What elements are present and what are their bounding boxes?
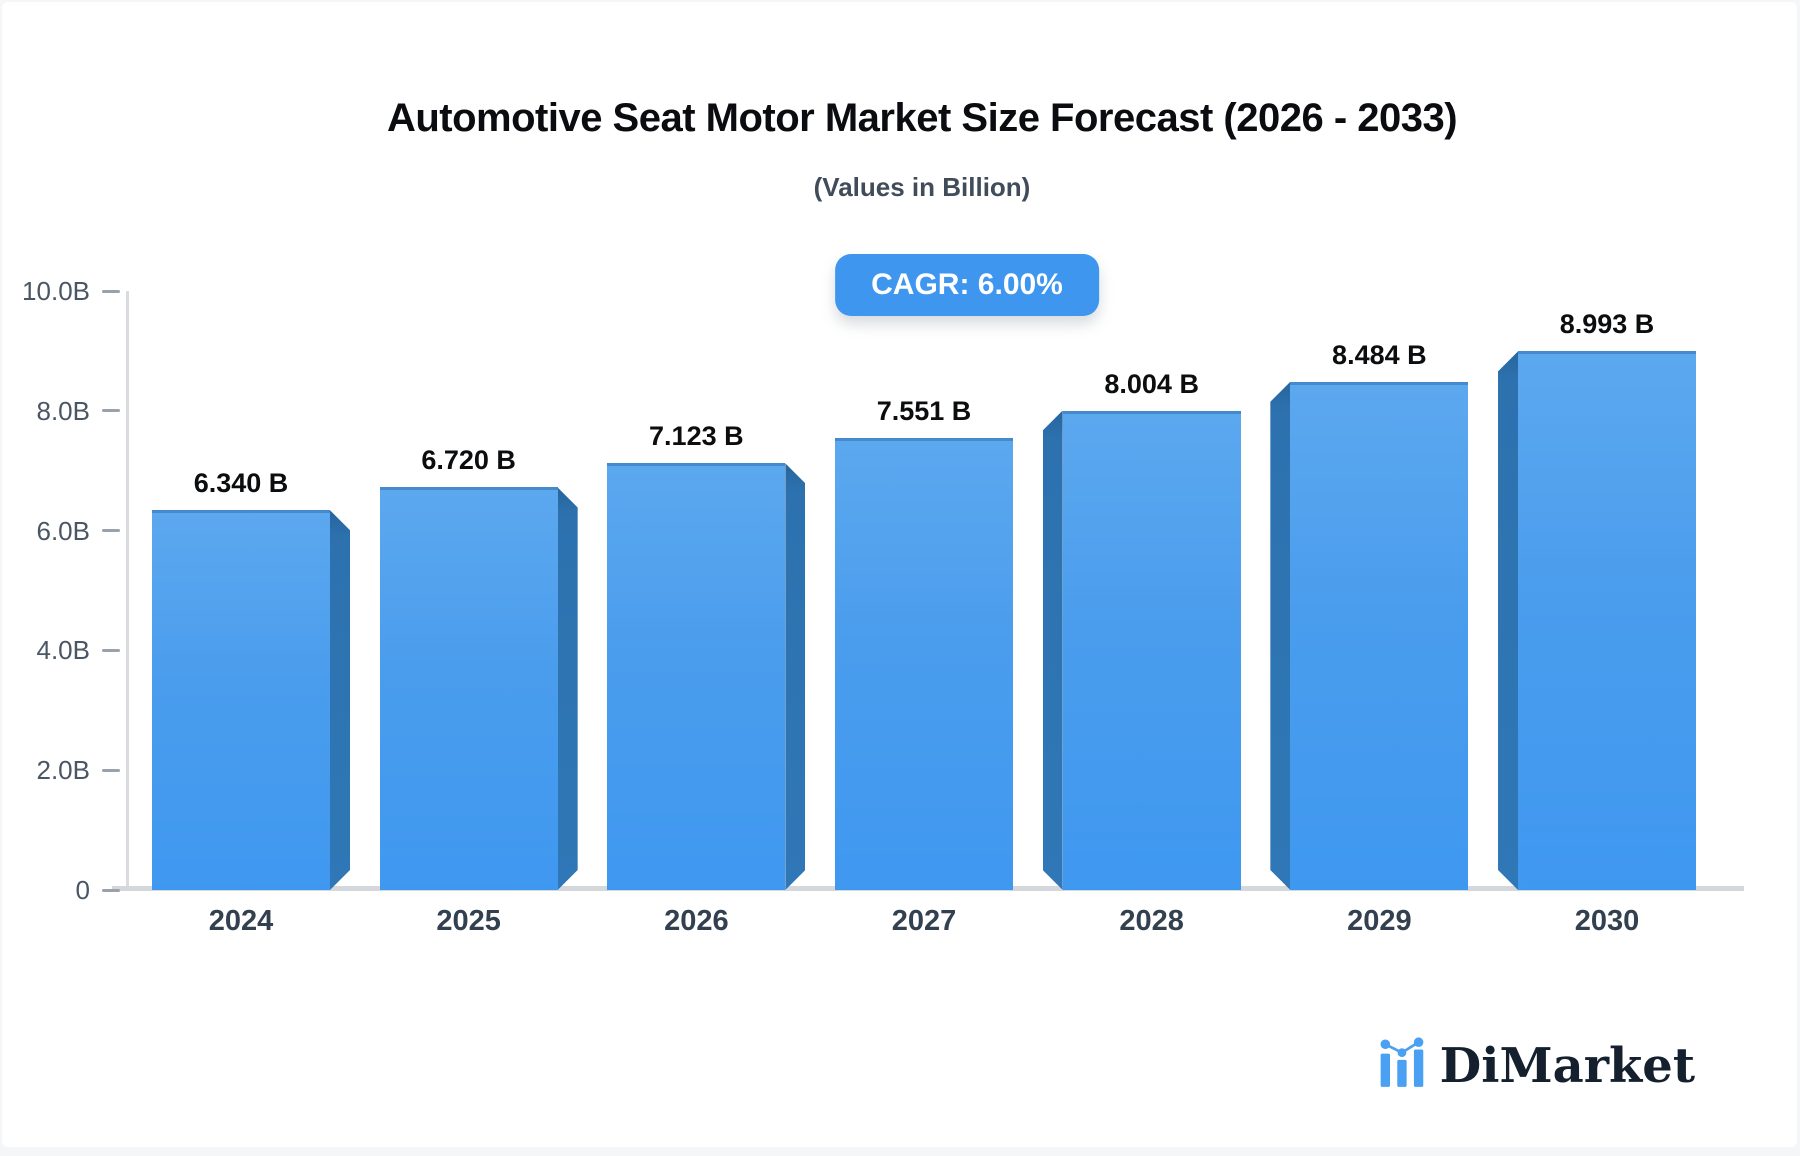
y-tick-label: 4.0B: [36, 635, 91, 666]
bar-3d-side: [330, 510, 350, 890]
x-tick-label-2027: 2027: [891, 905, 957, 937]
bar-face: [835, 437, 1013, 890]
chart-subtitle: (Values in Billion): [813, 172, 1031, 202]
bar-2029[interactable]: [1290, 381, 1469, 890]
y-tick-dash: [102, 529, 120, 533]
bar-3d-side: [1498, 351, 1518, 890]
bar-3d-side: [1270, 382, 1290, 890]
bar-2030[interactable]: [1518, 351, 1697, 890]
bar-value-label: 7.551 B: [876, 395, 972, 426]
bar-value-label: 8.993 B: [1559, 309, 1655, 340]
y-tick-dash: [102, 888, 120, 892]
x-tick-label-2024: 2024: [208, 905, 274, 937]
bar-3d-side: [558, 487, 578, 890]
chart-title: Automotive Seat Motor Market Size Foreca…: [386, 96, 1458, 140]
y-tick-dash: [102, 768, 120, 772]
y-tick-label: 2.0B: [36, 755, 91, 786]
bar-chart-trend-icon: [1380, 1037, 1424, 1087]
brand-logo: DiMarket: [1380, 1037, 1695, 1091]
bar-2027[interactable]: [835, 437, 1013, 890]
bar-face: [152, 510, 330, 890]
bar-face: [1062, 410, 1241, 890]
bar-value-label: 8.484 B: [1332, 339, 1427, 370]
bar-2026[interactable]: [607, 463, 785, 890]
x-tick-label-2028: 2028: [1119, 905, 1184, 937]
bar-face: [1518, 351, 1697, 890]
y-tick-label: 6.0B: [36, 515, 91, 546]
bar-value-label: 6.340 B: [193, 468, 289, 499]
y-tick-dash: [102, 648, 120, 652]
bar-face: [1290, 381, 1469, 890]
bar-2028[interactable]: [1062, 410, 1241, 890]
bar-value-label: 6.720 B: [421, 445, 516, 476]
bar-3d-side: [1043, 411, 1063, 890]
bar-face: [607, 463, 786, 890]
x-tick-label-2029: 2029: [1347, 905, 1412, 937]
bar-value-label: 7.123 B: [649, 421, 744, 452]
bar-3d-side: [785, 463, 805, 890]
x-tick-label-2026: 2026: [664, 905, 729, 937]
bar-face: [379, 487, 558, 890]
x-tick-label-2025: 2025: [436, 905, 501, 937]
bar-value-label: 8.004 B: [1104, 368, 1199, 399]
x-tick-label-2030: 2030: [1574, 905, 1640, 937]
y-tick-label: 10.0B: [22, 276, 90, 306]
bar-2025[interactable]: [379, 487, 558, 890]
bar-2024[interactable]: [152, 510, 330, 890]
brand-name: DiMarket: [1439, 1038, 1695, 1094]
y-tick-label: 0: [75, 875, 90, 905]
y-tick-label: 8.0B: [36, 395, 91, 426]
y-tick-dash: [102, 289, 120, 293]
y-axis-line: [126, 291, 129, 890]
y-tick-dash: [102, 409, 120, 413]
cagr-badge: CAGR: 6.00%: [835, 254, 1099, 316]
